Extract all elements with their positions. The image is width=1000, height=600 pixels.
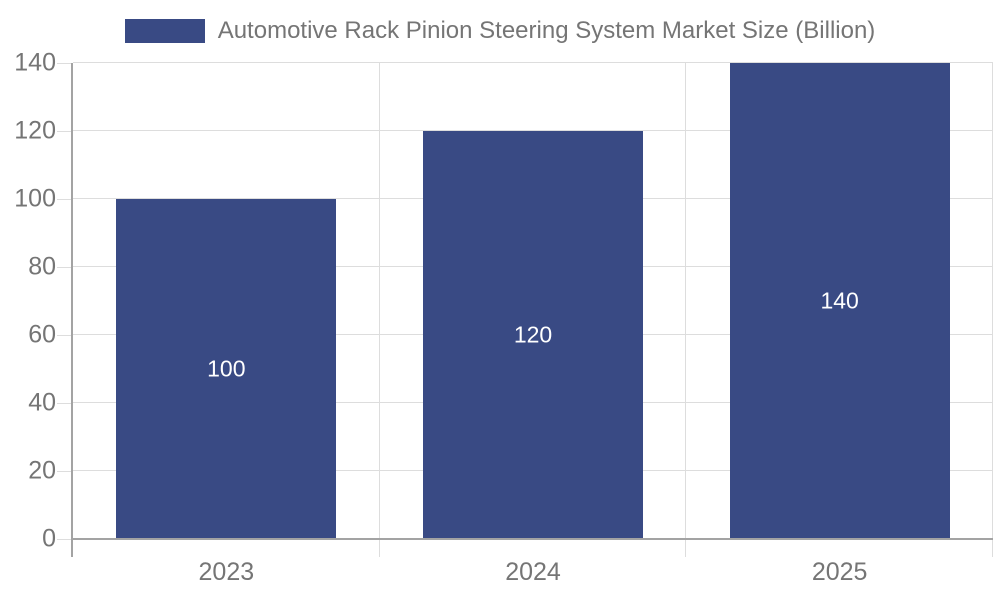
bar-2025 xyxy=(729,63,950,539)
y-tick-label-100: 100 xyxy=(14,184,56,213)
legend: Automotive Rack Pinion Steering System M… xyxy=(0,17,1000,45)
x-tick-mark-3 xyxy=(992,539,993,557)
y-tick-mark-0 xyxy=(57,539,73,540)
legend-swatch xyxy=(124,19,205,43)
y-axis-line xyxy=(71,63,73,557)
gridline-y-140 xyxy=(73,62,993,63)
bar-value-label-2024: 120 xyxy=(513,321,553,348)
gridline-y-120 xyxy=(73,130,993,131)
bar-value-label-2025: 140 xyxy=(820,287,859,314)
bar-2023 xyxy=(116,199,337,539)
y-tick-mark-40 xyxy=(57,403,73,404)
x-tick-mark-2 xyxy=(685,539,687,557)
y-tick-mark-120 xyxy=(57,131,73,132)
y-tick-label-80: 80 xyxy=(28,252,56,281)
y-tick-label-120: 120 xyxy=(14,116,56,145)
y-tick-label-40: 40 xyxy=(28,388,56,417)
x-tick-label-2023: 2023 xyxy=(198,558,255,586)
y-tick-label-60: 60 xyxy=(28,320,56,349)
y-tick-mark-20 xyxy=(57,471,73,472)
plot-area: 100 120 140 xyxy=(73,62,993,539)
y-tick-mark-140 xyxy=(57,63,73,64)
bar-value-label-2023: 100 xyxy=(207,355,246,382)
gridline-x-2 xyxy=(685,63,687,539)
gridline-x-3 xyxy=(992,63,993,539)
y-tick-mark-60 xyxy=(57,335,73,336)
y-tick-mark-100 xyxy=(57,199,73,200)
x-tick-mark-1 xyxy=(378,539,380,557)
gridline-x-1 xyxy=(378,63,380,539)
y-tick-mark-80 xyxy=(57,267,73,268)
bar-2024 xyxy=(423,131,643,539)
x-axis-line xyxy=(71,538,993,540)
y-tick-label-140: 140 xyxy=(14,48,56,77)
y-tick-label-0: 0 xyxy=(42,524,56,553)
x-tick-label-2025: 2025 xyxy=(811,558,868,586)
legend-label: Automotive Rack Pinion Steering System M… xyxy=(217,17,876,44)
x-tick-label-2024: 2024 xyxy=(505,558,561,586)
y-tick-label-20: 20 xyxy=(28,456,56,485)
